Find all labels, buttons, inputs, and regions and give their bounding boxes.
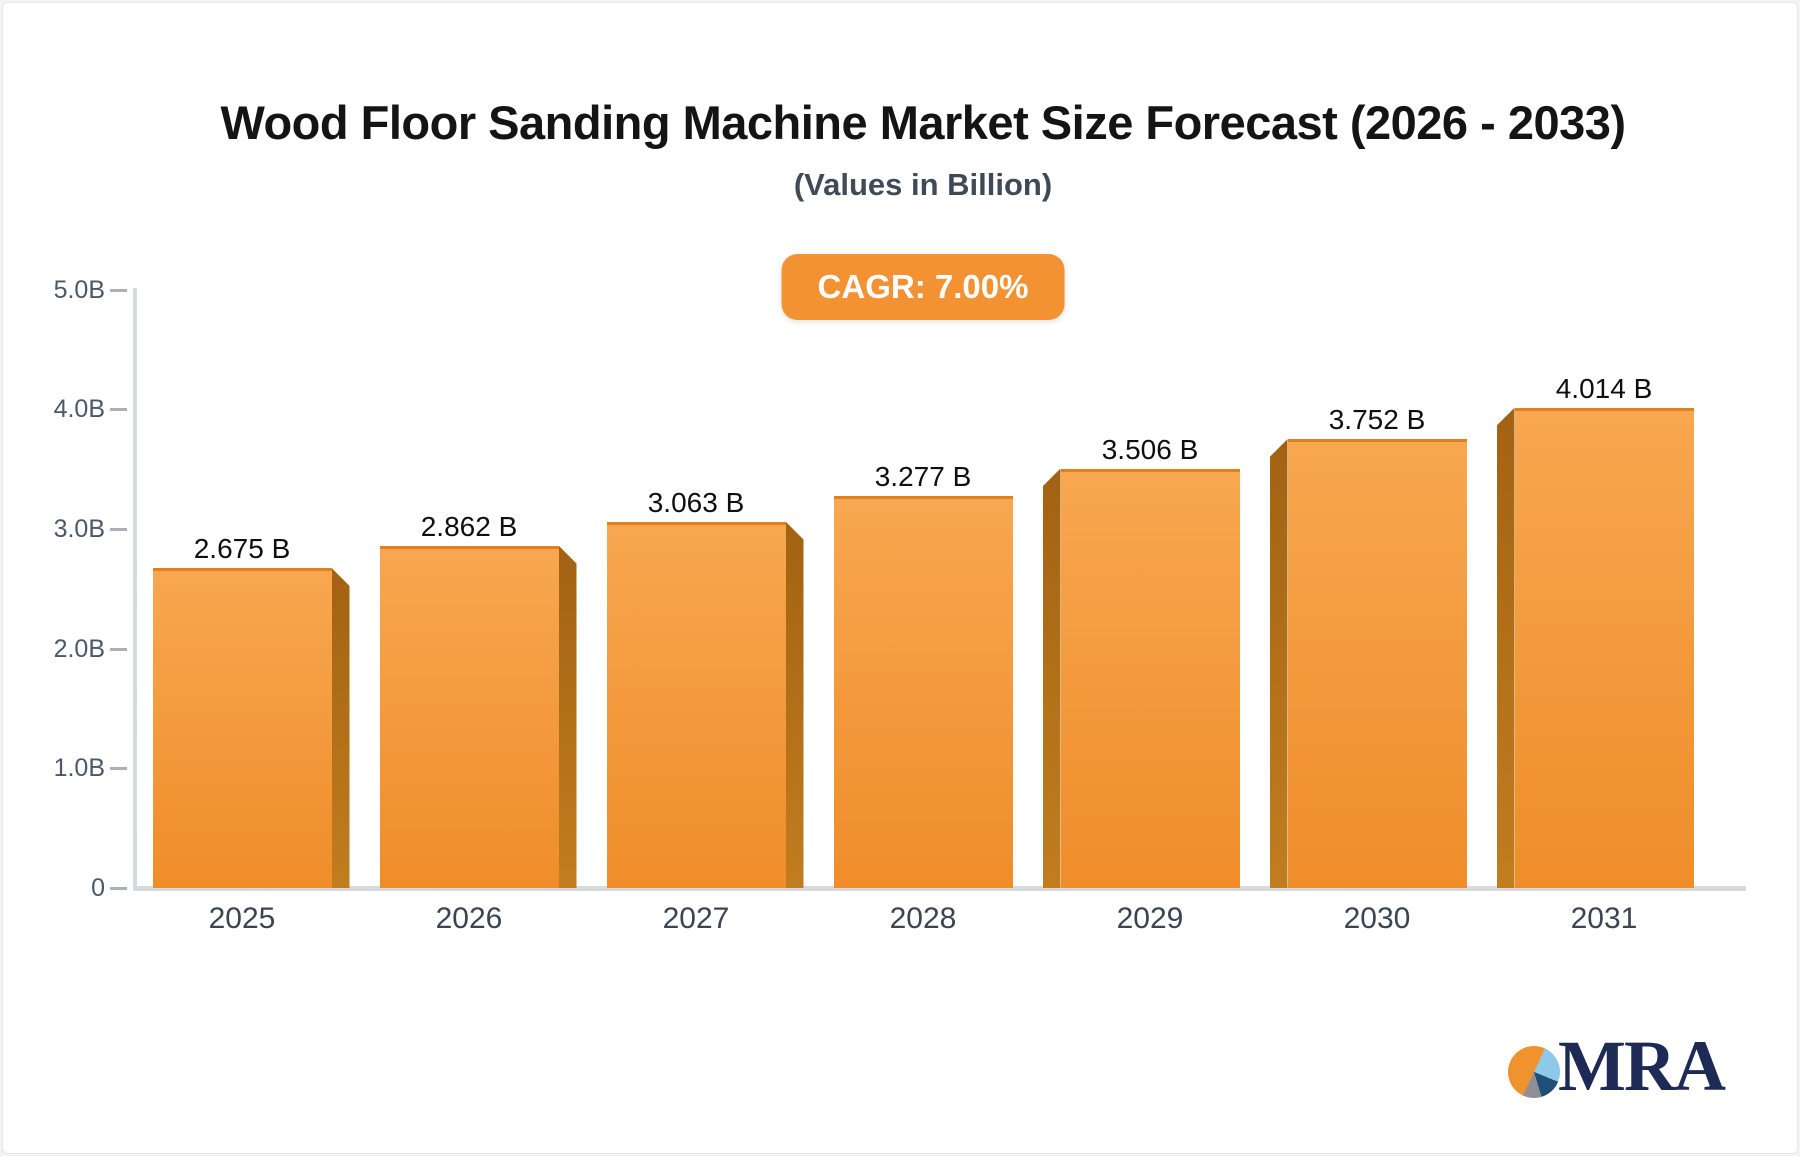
y-tick-label: 2.0B	[53, 634, 105, 663]
bar-value-label: 3.063 B	[647, 486, 745, 518]
bar-side-face	[1042, 468, 1061, 888]
bar-side-face	[1496, 407, 1515, 888]
y-tick-dash	[110, 408, 127, 412]
bar-value-label: 3.506 B	[1101, 433, 1199, 465]
y-tick-dash	[110, 767, 127, 771]
y-tick-dash	[110, 288, 127, 292]
bar-2025[interactable]	[152, 567, 332, 888]
bar-value-label: 3.277 B	[874, 460, 972, 492]
bar-side-face	[558, 545, 577, 888]
x-tick-label-2027: 2027	[662, 902, 730, 935]
x-axis-baseline	[133, 886, 1746, 891]
bar-value-label: 2.675 B	[193, 532, 291, 564]
chart-subtitle: (Values in Billion)	[793, 167, 1053, 202]
y-tick-dash	[110, 647, 127, 651]
bar-side-face	[1269, 439, 1288, 888]
y-tick-label: 0	[91, 874, 105, 902]
chart-title: Wood Floor Sanding Machine Market Size F…	[220, 96, 1626, 149]
y-tick-dash	[110, 887, 127, 890]
y-tick-dash	[110, 528, 127, 532]
bar-2029[interactable]	[1060, 468, 1240, 888]
bar-side-face	[785, 521, 804, 888]
x-tick-label-2030: 2030	[1343, 902, 1411, 935]
mra-logo-text: MRA	[1558, 1026, 1726, 1106]
bar-chart-plot: 0 1.0B 2.0B 3.0B 4.0B 5.0B 2.675 B 2025 2.862 B…	[3, 3, 1797, 1153]
x-tick-label-2029: 2029	[1116, 902, 1184, 935]
bar-2027[interactable]	[606, 521, 786, 888]
y-axis-line	[133, 288, 137, 888]
bar-side-face	[331, 567, 350, 888]
bar-value-label: 2.862 B	[420, 510, 518, 542]
bar-2030[interactable]	[1287, 439, 1467, 888]
mra-pie-icon	[1508, 1046, 1560, 1098]
x-tick-label-2026: 2026	[435, 902, 503, 935]
y-tick-label: 1.0B	[53, 754, 105, 783]
x-tick-label-2025: 2025	[208, 902, 276, 935]
y-tick-label: 3.0B	[53, 515, 105, 544]
bar-value-label: 4.014 B	[1555, 372, 1653, 404]
y-tick-label: 5.0B	[53, 275, 105, 304]
x-tick-label-2028: 2028	[889, 902, 957, 935]
y-tick-label: 4.0B	[53, 395, 105, 424]
bar-2028[interactable]	[833, 495, 1013, 888]
mra-logo: MRA	[1506, 1026, 1766, 1119]
x-tick-label-2031: 2031	[1570, 902, 1638, 935]
bar-2031[interactable]	[1514, 407, 1694, 888]
bar-value-label: 3.752 B	[1328, 404, 1426, 436]
bar-2026[interactable]	[379, 545, 559, 888]
cagr-badge: CAGR: 7.00%	[781, 254, 1065, 320]
